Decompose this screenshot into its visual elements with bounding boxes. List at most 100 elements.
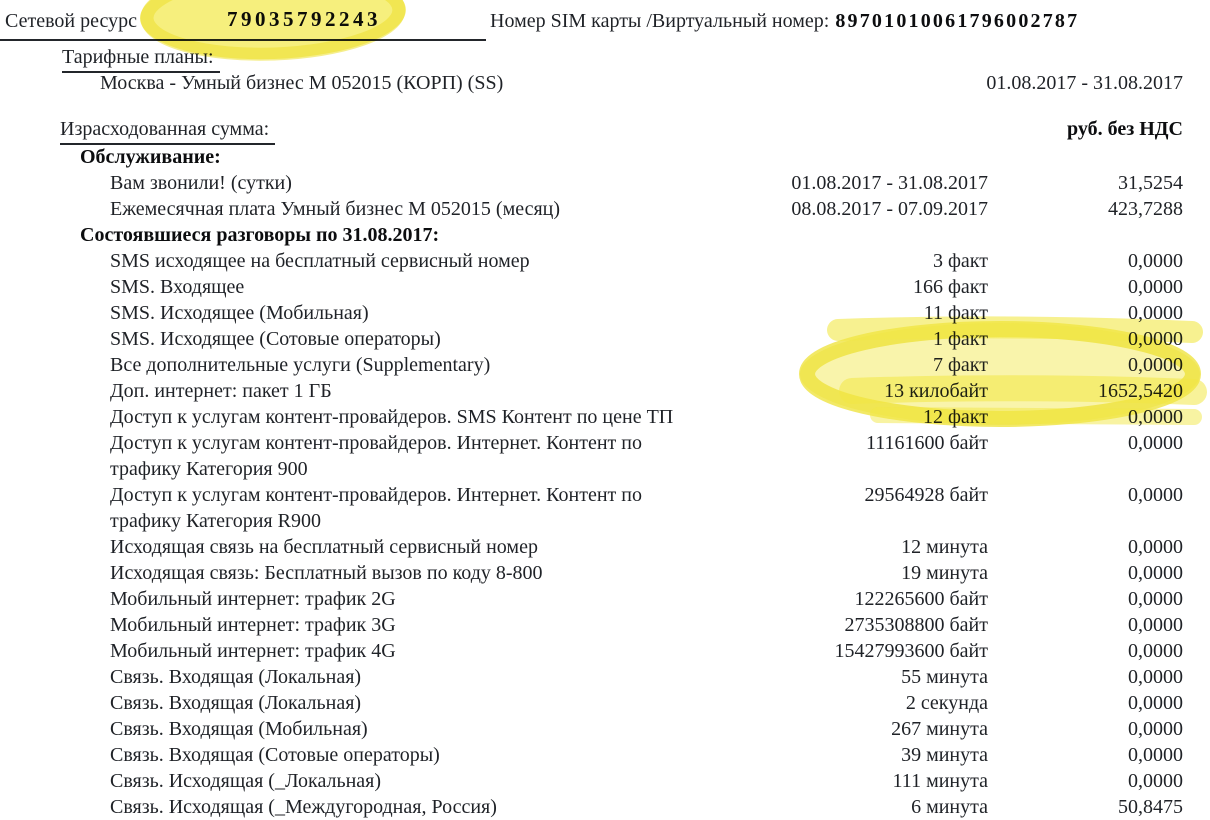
usage-label: Связь. Исходящая (_Локальная) [110, 770, 382, 792]
table-row: Связь. Входящая (Локальная) 2 секунда 0,… [110, 690, 1183, 716]
usage-amount: 0,0000 [1128, 406, 1183, 428]
usage-quantity: 39 минута [901, 744, 988, 766]
usage-amount: 0,0000 [1128, 328, 1183, 350]
usage-quantity: 122265600 байт [854, 588, 989, 610]
usage-label: Мобильный интернет: трафик 4G [110, 640, 396, 662]
usage-amount: 0,0000 [1128, 484, 1183, 506]
usage-quantity: 267 минута [891, 718, 988, 740]
table-row: Вам звонили! (сутки) 01.08.2017 - 31.08.… [110, 170, 1183, 196]
usage-quantity: 111 минута [892, 770, 988, 792]
usage-amount: 0,0000 [1128, 718, 1183, 740]
usage-quantity: 19 минута [901, 562, 988, 584]
usage-quantity: 12 минута [901, 536, 988, 558]
tariff-plans-heading-text: Тарифные планы: [62, 44, 220, 73]
usage-quantity: 3 факт [932, 250, 988, 272]
usage-rows: SMS исходящее на бесплатный сервисный но… [110, 248, 1183, 820]
table-row: Мобильный интернет: трафик 2G 122265600 … [110, 586, 1183, 612]
maintenance-heading: Обслуживание: [80, 146, 221, 168]
table-row: Доп. интернет: пакет 1 ГБ 13 килобайт 16… [110, 378, 1183, 404]
usage-amount: 50,8475 [1118, 796, 1183, 818]
tariff-plan-period: 01.08.2017 - 31.08.2017 [986, 72, 1183, 94]
usage-label: SMS исходящее на бесплатный сервисный но… [110, 250, 530, 272]
table-row: Связь. Исходящая (_Междугородная, Россия… [110, 794, 1183, 820]
usage-quantity: 166 факт [912, 276, 988, 298]
service-label: Ежемесячная плата Умный бизнес М 052015 … [110, 198, 561, 220]
table-row: Доступ к услугам контент-провайдеров. Ин… [110, 482, 1183, 534]
usage-label: Доп. интернет: пакет 1 ГБ [110, 380, 332, 402]
usage-quantity: 7 факт [932, 354, 988, 376]
usage-label: SMS. Исходящее (Мобильная) [110, 302, 369, 324]
service-amount: 31,5254 [1118, 172, 1183, 194]
usage-quantity: 11161600 байт [865, 432, 988, 454]
usage-label: Связь. Входящая (Сотовые операторы) [110, 744, 440, 766]
usage-amount: 1652,5420 [1098, 380, 1183, 402]
usage-label: Доступ к услугам контент-провайдеров. Ин… [110, 432, 642, 480]
usage-amount: 0,0000 [1128, 536, 1183, 558]
usage-quantity: 2 секунда [905, 692, 988, 714]
usage-amount: 0,0000 [1128, 744, 1183, 766]
usage-quantity: 15427993600 байт [834, 640, 989, 662]
usage-quantity: 11 факт [923, 302, 988, 324]
network-resource-label: Сетевой ресурс [5, 10, 137, 32]
usage-amount: 0,0000 [1128, 276, 1183, 298]
usage-amount: 0,0000 [1128, 692, 1183, 714]
sim-number-value: 89701010061796002787 [835, 10, 1080, 32]
table-row: Все дополнительные услуги (Supplementary… [110, 352, 1183, 378]
usage-label: Мобильный интернет: трафик 2G [110, 588, 396, 610]
service-amount: 423,7288 [1108, 198, 1183, 220]
tariff-plans-heading: Тарифные планы: [62, 44, 220, 73]
table-row: Ежемесячная плата Умный бизнес М 052015 … [110, 196, 1183, 222]
usage-label: Связь. Входящая (Мобильная) [110, 718, 368, 740]
currency-unit-label: руб. без НДС [1066, 118, 1183, 140]
table-row: Связь. Исходящая (_Локальная) 111 минута… [110, 768, 1183, 794]
usage-amount: 0,0000 [1128, 562, 1183, 584]
usage-label: Все дополнительные услуги (Supplementary… [110, 354, 491, 376]
table-row: Связь. Входящая (Локальная) 55 минута 0,… [110, 664, 1183, 690]
usage-quantity: 1 факт [932, 328, 988, 350]
usage-amount: 0,0000 [1128, 666, 1183, 688]
usage-quantity: 12 факт [922, 406, 988, 428]
usage-amount: 0,0000 [1128, 354, 1183, 376]
usage-amount: 0,0000 [1128, 640, 1183, 662]
usage-quantity: 6 минута [911, 796, 988, 818]
usage-label: Связь. Входящая (Локальная) [110, 666, 362, 688]
table-row: SMS исходящее на бесплатный сервисный но… [110, 248, 1183, 274]
table-row: Доступ к услугам контент-провайдеров. Ин… [110, 430, 1183, 482]
sim-number-group: Номер SIM карты /Виртуальный номер: 89701… [490, 8, 1079, 34]
table-row: Мобильный интернет: трафик 3G 2735308800… [110, 612, 1183, 638]
usage-quantity: 13 килобайт [884, 380, 988, 402]
usage-label: SMS. Исходящее (Сотовые операторы) [110, 328, 441, 350]
usage-label: Доступ к услугам контент-провайдеров. SM… [110, 406, 674, 428]
usage-quantity: 29564928 байт [864, 484, 989, 506]
usage-amount: 0,0000 [1128, 614, 1183, 636]
usage-label: SMS. Входящее [110, 276, 245, 298]
service-period: 08.08.2017 - 07.09.2017 [791, 198, 988, 220]
maintenance-rows: Вам звонили! (сутки) 01.08.2017 - 31.08.… [110, 170, 1183, 222]
table-row: SMS. Входящее 166 факт 0,0000 [110, 274, 1183, 300]
usage-amount: 0,0000 [1128, 588, 1183, 610]
usage-amount: 0,0000 [1128, 432, 1183, 454]
usage-label: Мобильный интернет: трафик 3G [110, 614, 396, 636]
service-period: 01.08.2017 - 31.08.2017 [791, 172, 988, 194]
tariff-plan-name: Москва - Умный бизнес М 052015 (КОРП) (S… [100, 72, 504, 94]
usage-amount: 0,0000 [1128, 302, 1183, 324]
table-row: SMS. Исходящее (Сотовые операторы) 1 фак… [110, 326, 1183, 352]
usage-amount: 0,0000 [1128, 250, 1183, 272]
table-row: Исходящая связь на бесплатный сервисный … [110, 534, 1183, 560]
spent-sum-heading: Израсходованная сумма: [60, 116, 276, 145]
usage-label: Исходящая связь на бесплатный сервисный … [110, 536, 538, 558]
table-row: Доступ к услугам контент-провайдеров. SM… [110, 404, 1183, 430]
calls-heading: Состоявшиеся разговоры по 31.08.2017: [80, 224, 440, 246]
usage-label: Исходящая связь: Бесплатный вызов по код… [110, 562, 543, 584]
table-row: SMS. Исходящее (Мобильная) 11 факт 0,000… [110, 300, 1183, 326]
header-underline [0, 39, 486, 41]
table-row: Мобильный интернет: трафик 4G 1542799360… [110, 638, 1183, 664]
sim-number-label: Номер SIM карты /Виртуальный номер: [490, 10, 830, 32]
usage-label: Связь. Исходящая (_Междугородная, Россия… [110, 796, 497, 818]
usage-amount: 0,0000 [1128, 770, 1183, 792]
usage-label: Связь. Входящая (Локальная) [110, 692, 362, 714]
table-row: Связь. Входящая (Сотовые операторы) 39 м… [110, 742, 1183, 768]
spent-sum-heading-text: Израсходованная сумма: [60, 116, 276, 145]
usage-label: Доступ к услугам контент-провайдеров. Ин… [110, 484, 642, 532]
